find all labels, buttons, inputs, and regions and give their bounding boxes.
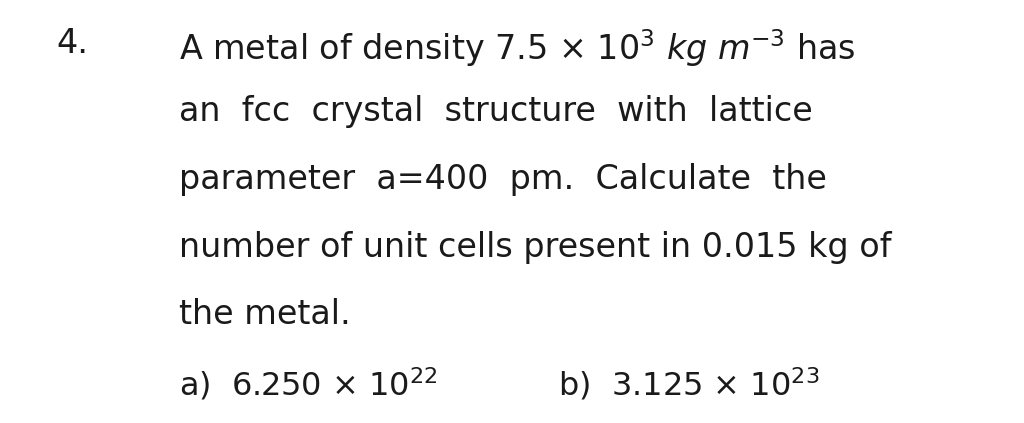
Text: 4.: 4. — [56, 27, 88, 60]
Text: parameter  a=400  pm.  Calculate  the: parameter a=400 pm. Calculate the — [179, 163, 827, 196]
Text: A metal of density 7.5 $\times$ 10$^{3}$ $\mathit{kg}$ $\mathit{m}$$^{-3}$ has: A metal of density 7.5 $\times$ 10$^{3}$… — [179, 27, 856, 69]
Text: an  fcc  crystal  structure  with  lattice: an fcc crystal structure with lattice — [179, 95, 813, 128]
Text: b)  3.125 $\times$ 10$^{23}$: b) 3.125 $\times$ 10$^{23}$ — [558, 366, 819, 403]
Text: the metal.: the metal. — [179, 298, 351, 331]
Text: a)  6.250 $\times$ 10$^{22}$: a) 6.250 $\times$ 10$^{22}$ — [179, 366, 438, 403]
Text: number of unit cells present in 0.015 kg of: number of unit cells present in 0.015 kg… — [179, 231, 892, 264]
